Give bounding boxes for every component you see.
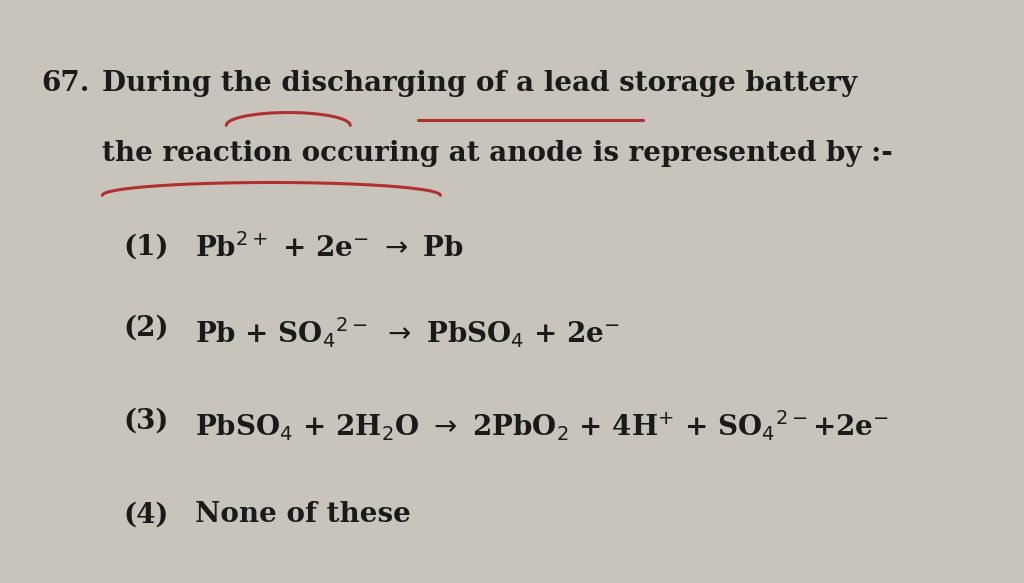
Text: (2): (2): [123, 315, 168, 342]
Text: the reaction occuring at anode is represented by :-: the reaction occuring at anode is repres…: [102, 140, 893, 167]
Text: Pb + SO$_4$$^{2-}$ $\rightarrow$ PbSO$_4$ + 2e$^{-}$: Pb + SO$_4$$^{2-}$ $\rightarrow$ PbSO$_4…: [195, 315, 620, 350]
Text: None of these: None of these: [195, 501, 411, 528]
Text: PbSO$_4$ + 2H$_2$O $\rightarrow$ 2PbO$_2$ + 4H$^{+}$ + SO$_4$$^{2-}$+2e$^{-}$: PbSO$_4$ + 2H$_2$O $\rightarrow$ 2PbO$_2…: [195, 408, 889, 443]
Text: (4): (4): [123, 501, 168, 528]
Text: 67.: 67.: [41, 70, 89, 97]
Text: (3): (3): [123, 408, 168, 435]
Text: (1): (1): [123, 233, 168, 260]
Text: Pb$^{2+}$ + 2e$^{-}$ $\rightarrow$ Pb: Pb$^{2+}$ + 2e$^{-}$ $\rightarrow$ Pb: [195, 233, 464, 263]
Text: During the discharging of a lead storage battery: During the discharging of a lead storage…: [102, 70, 857, 97]
